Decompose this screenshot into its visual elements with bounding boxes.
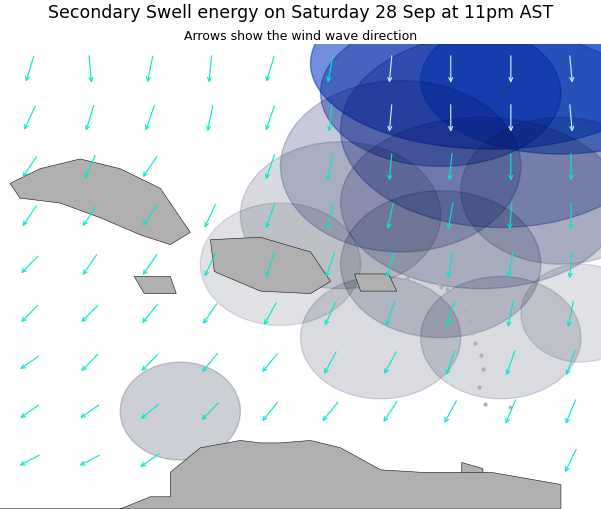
- Ellipse shape: [521, 265, 601, 362]
- Ellipse shape: [300, 277, 461, 399]
- Text: Arrows show the wind wave direction: Arrows show the wind wave direction: [184, 30, 417, 43]
- Ellipse shape: [320, 20, 561, 167]
- Ellipse shape: [281, 81, 521, 252]
- Polygon shape: [462, 463, 484, 485]
- Ellipse shape: [341, 118, 601, 289]
- Ellipse shape: [200, 204, 361, 326]
- Polygon shape: [134, 277, 176, 294]
- Ellipse shape: [461, 118, 601, 265]
- Text: Secondary Swell energy on Saturday 28 Sep at 11pm AST: Secondary Swell energy on Saturday 28 Se…: [48, 5, 553, 22]
- Ellipse shape: [421, 277, 581, 399]
- Ellipse shape: [240, 143, 441, 289]
- Polygon shape: [210, 238, 331, 294]
- Polygon shape: [10, 160, 191, 245]
- Ellipse shape: [120, 362, 240, 460]
- Polygon shape: [355, 274, 397, 292]
- Ellipse shape: [341, 33, 601, 228]
- Ellipse shape: [421, 8, 601, 155]
- Ellipse shape: [311, 0, 601, 150]
- Ellipse shape: [341, 191, 541, 338]
- Polygon shape: [0, 441, 561, 509]
